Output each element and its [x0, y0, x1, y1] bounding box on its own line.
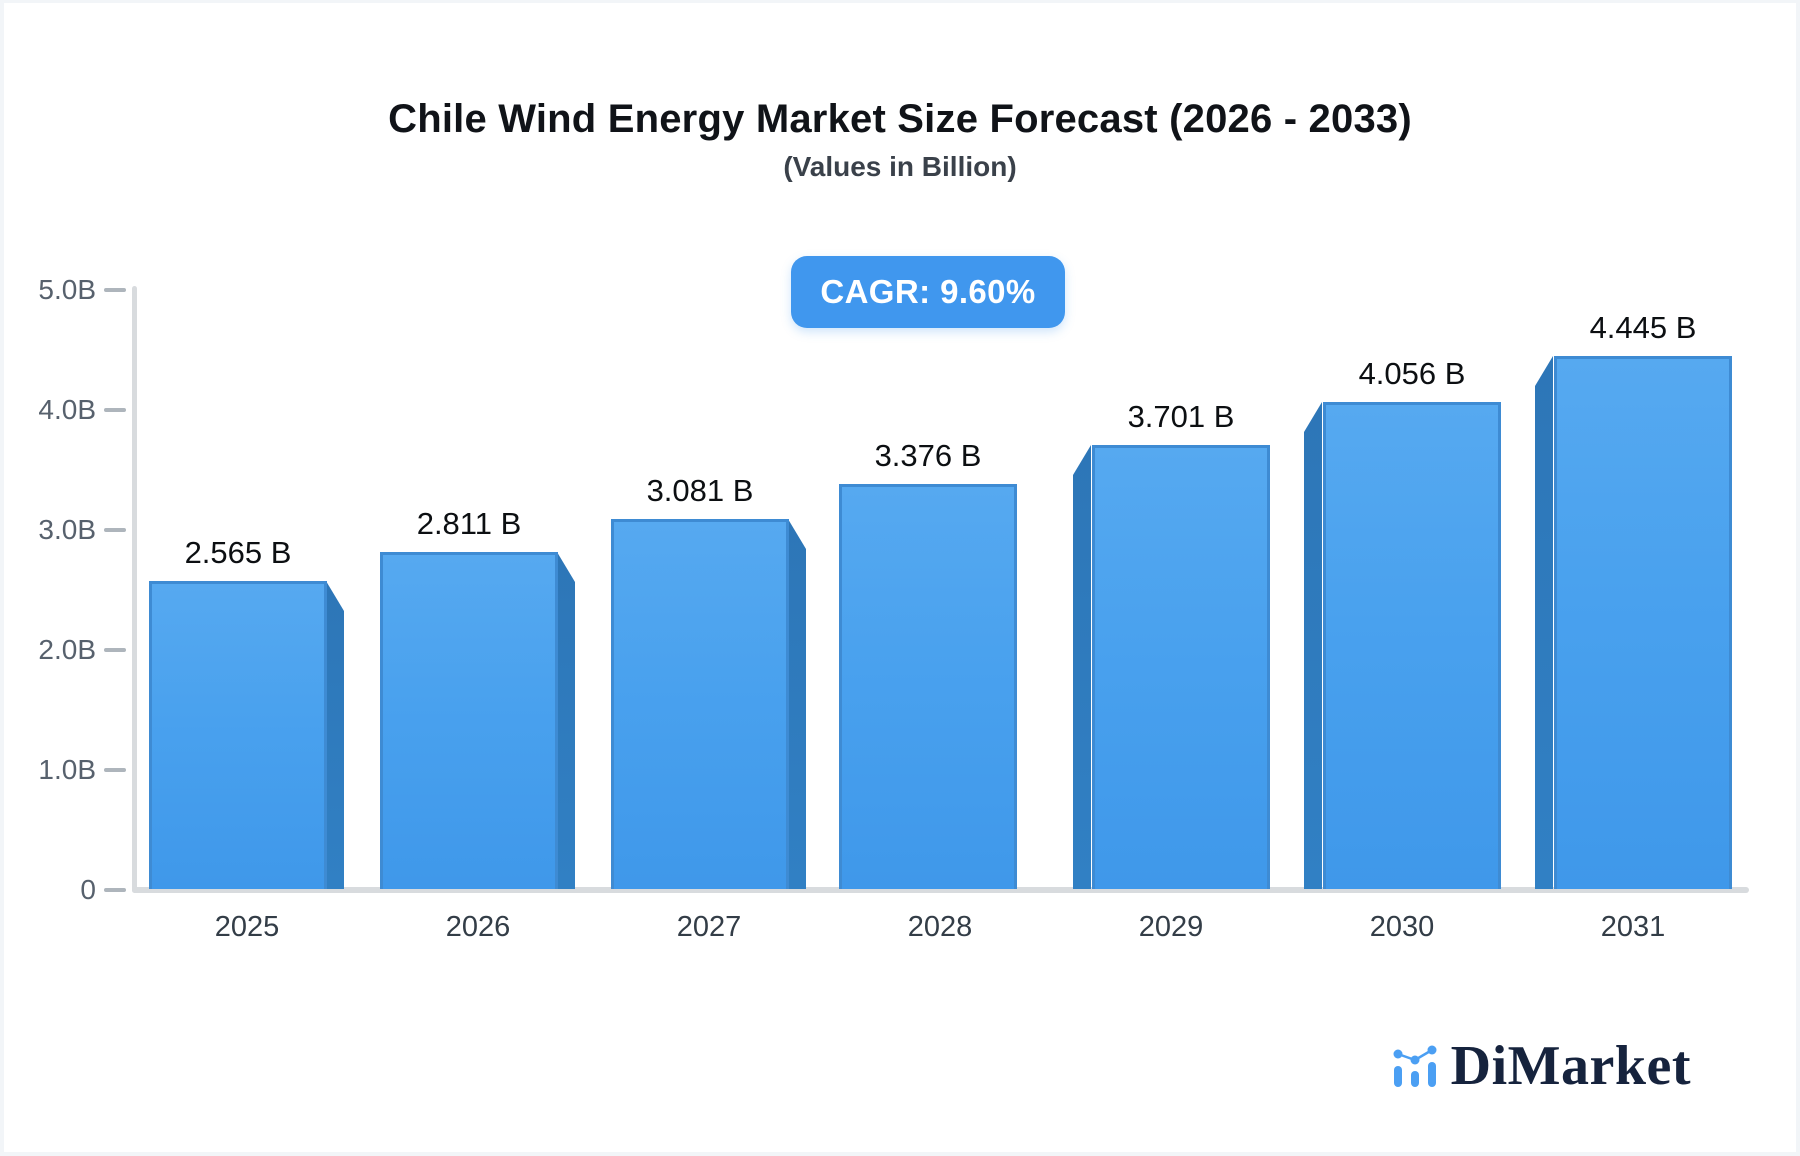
bar-2031[interactable]	[1554, 356, 1732, 889]
brand-logo-text: DiMarket	[1450, 1035, 1691, 1097]
chart-title: Chile Wind Energy Market Size Forecast (…	[388, 97, 1412, 141]
x-axis-label-2031: 2031	[1600, 911, 1666, 943]
bar-2028[interactable]	[839, 484, 1017, 889]
bar-side-face-2026	[557, 552, 575, 889]
bar-2029[interactable]	[1092, 445, 1270, 889]
bar-side-face-2030	[1304, 402, 1322, 889]
y-tick-label: 5.0B	[38, 274, 96, 305]
bar-side-face-2031	[1535, 356, 1553, 889]
y-tick-dash	[104, 288, 126, 292]
bar-value-label-2030: 4.056 B	[1358, 356, 1466, 391]
brand-logo: DiMarket	[1391, 1033, 1691, 1099]
y-tick-5.0B: 5.0B	[4, 275, 134, 305]
cagr-badge: CAGR: 9.60%	[791, 256, 1065, 328]
bar-value-label-2031: 4.445 B	[1589, 310, 1697, 345]
y-tick-label: 2.0B	[38, 634, 96, 665]
y-tick-label: 3.0B	[38, 514, 96, 545]
y-tick-4.0B: 4.0B	[4, 395, 134, 425]
cagr-badge-label: CAGR: 9.60%	[820, 273, 1036, 310]
y-tick-dash	[104, 888, 126, 892]
bar-value-label-2026: 2.811 B	[416, 506, 522, 541]
x-axis-baseline	[132, 887, 1749, 893]
bar-side-face-2025	[326, 581, 344, 889]
bar-2025[interactable]	[149, 581, 327, 889]
y-tick-dash	[104, 528, 126, 532]
y-axis-line	[132, 286, 137, 893]
bar-value-label-2027: 3.081 B	[646, 473, 754, 508]
bar-chart-logo-icon	[1393, 1045, 1437, 1087]
bar-value-label-2025: 2.565 B	[184, 535, 292, 570]
x-axis-label-2025: 2025	[214, 911, 280, 943]
y-tick-label: 0	[80, 874, 96, 905]
y-tick-dash	[104, 768, 126, 772]
bar-side-face-2027	[788, 519, 806, 889]
chart-subtitle: (Values in Billion)	[783, 151, 1017, 182]
x-axis-label-2029: 2029	[1138, 911, 1204, 943]
y-tick-2.0B: 2.0B	[4, 635, 134, 665]
y-tick-dash	[104, 408, 126, 412]
x-axis-label-2027: 2027	[676, 911, 742, 943]
y-tick-1.0B: 1.0B	[4, 755, 134, 785]
chart-canvas: Chile Wind Energy Market Size Forecast (…	[4, 3, 1796, 1152]
bar-2026[interactable]	[380, 552, 558, 889]
x-axis-label-2028: 2028	[907, 911, 973, 943]
bar-value-label-2029: 3.701 B	[1127, 399, 1235, 434]
x-axis-label-2030: 2030	[1369, 911, 1435, 943]
chart-card: Chile Wind Energy Market Size Forecast (…	[4, 3, 1796, 1152]
y-tick-0: 0	[4, 875, 134, 905]
y-tick-label: 4.0B	[38, 394, 96, 425]
bar-side-face-2029	[1073, 445, 1091, 889]
bar-2027[interactable]	[611, 519, 789, 889]
x-axis-label-2026: 2026	[445, 911, 511, 943]
bar-2030[interactable]	[1323, 402, 1501, 889]
y-tick-label: 1.0B	[38, 754, 96, 785]
y-tick-3.0B: 3.0B	[4, 515, 134, 545]
y-tick-dash	[104, 648, 126, 652]
bar-value-label-2028: 3.376 B	[874, 438, 982, 473]
